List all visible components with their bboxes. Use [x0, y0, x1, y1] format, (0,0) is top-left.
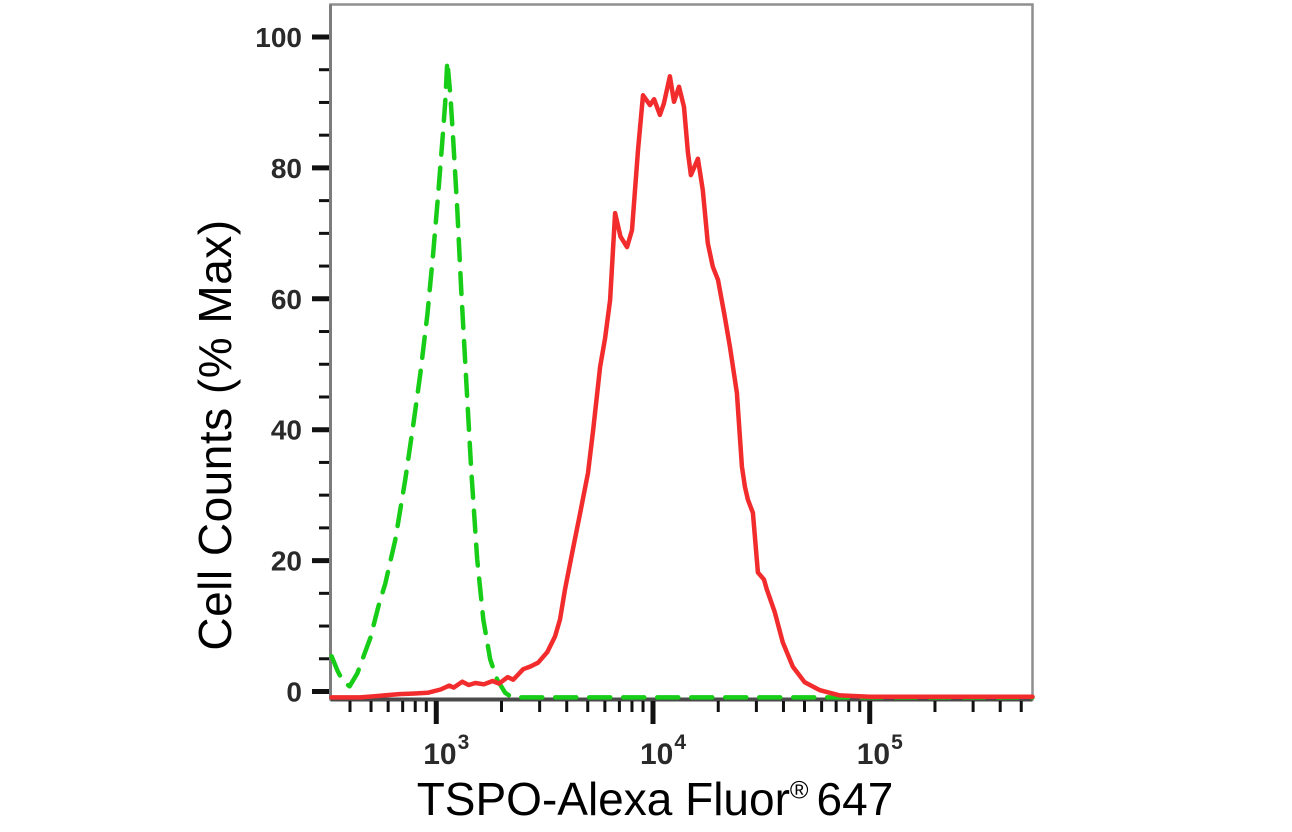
- y-tick-label: 60: [271, 284, 302, 315]
- y-tick-label: 80: [271, 153, 302, 184]
- y-tick-label: 40: [271, 415, 302, 446]
- y-tick-label: 0: [286, 677, 302, 708]
- x-axis-title-suffix: 647: [816, 773, 894, 825]
- red-solid-curve: [329, 74, 1035, 700]
- y-axis-title-text: Cell Counts (% Max): [189, 219, 241, 651]
- x-tick-label: 103: [423, 731, 469, 771]
- x-axis-title-text: TSPO-Alexa Fluor: [416, 773, 790, 825]
- x-tick-label: 104: [640, 731, 686, 771]
- plot-frame: [329, 3, 1034, 701]
- registered-trademark-symbol: ®: [789, 776, 809, 805]
- green-dashed-curve: [329, 58, 1035, 700]
- y-axis-title: Cell Counts (% Max): [188, 219, 242, 650]
- y-tick-label: 20: [271, 546, 302, 577]
- x-axis-title: TSPO-Alexa Fluor® 647: [417, 772, 894, 826]
- y-tick-label: 100: [255, 22, 302, 53]
- x-tick-label: 105: [857, 731, 903, 771]
